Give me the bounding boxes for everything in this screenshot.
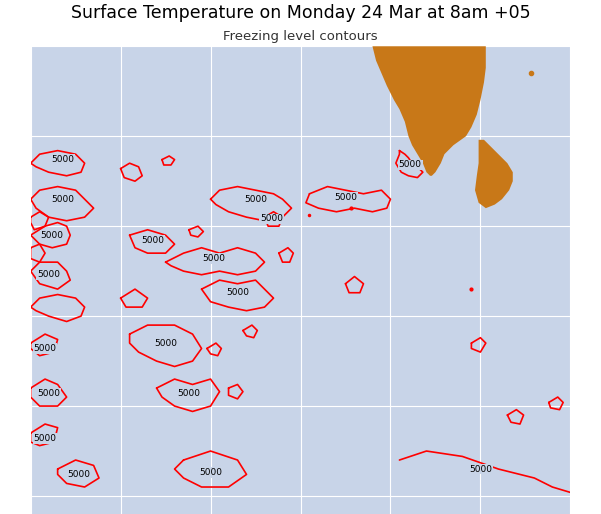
Text: 5000: 5000 <box>34 434 56 443</box>
Text: 5000: 5000 <box>334 193 357 202</box>
Text: Freezing level contours: Freezing level contours <box>223 30 378 43</box>
Text: 5000: 5000 <box>68 470 91 479</box>
Text: 5000: 5000 <box>41 231 64 240</box>
Text: 5000: 5000 <box>177 389 201 398</box>
Text: 5000: 5000 <box>34 344 56 353</box>
Text: 5000: 5000 <box>398 160 422 170</box>
Text: 5000: 5000 <box>260 214 283 224</box>
Text: 5000: 5000 <box>52 195 75 204</box>
Text: 5000: 5000 <box>226 288 249 297</box>
Text: 5000: 5000 <box>52 155 75 164</box>
Text: Surface Temperature on Monday 24 Mar at 8am +05: Surface Temperature on Monday 24 Mar at … <box>71 4 530 22</box>
Text: 5000: 5000 <box>37 389 60 398</box>
Text: 5000: 5000 <box>37 270 60 279</box>
Text: 5000: 5000 <box>141 236 165 245</box>
Text: 5000: 5000 <box>469 465 492 473</box>
Text: 5000: 5000 <box>154 339 177 347</box>
Polygon shape <box>475 140 513 208</box>
Polygon shape <box>373 46 486 176</box>
Text: 5000: 5000 <box>199 468 222 477</box>
Text: 5000: 5000 <box>244 195 267 204</box>
Text: 5000: 5000 <box>203 254 225 263</box>
